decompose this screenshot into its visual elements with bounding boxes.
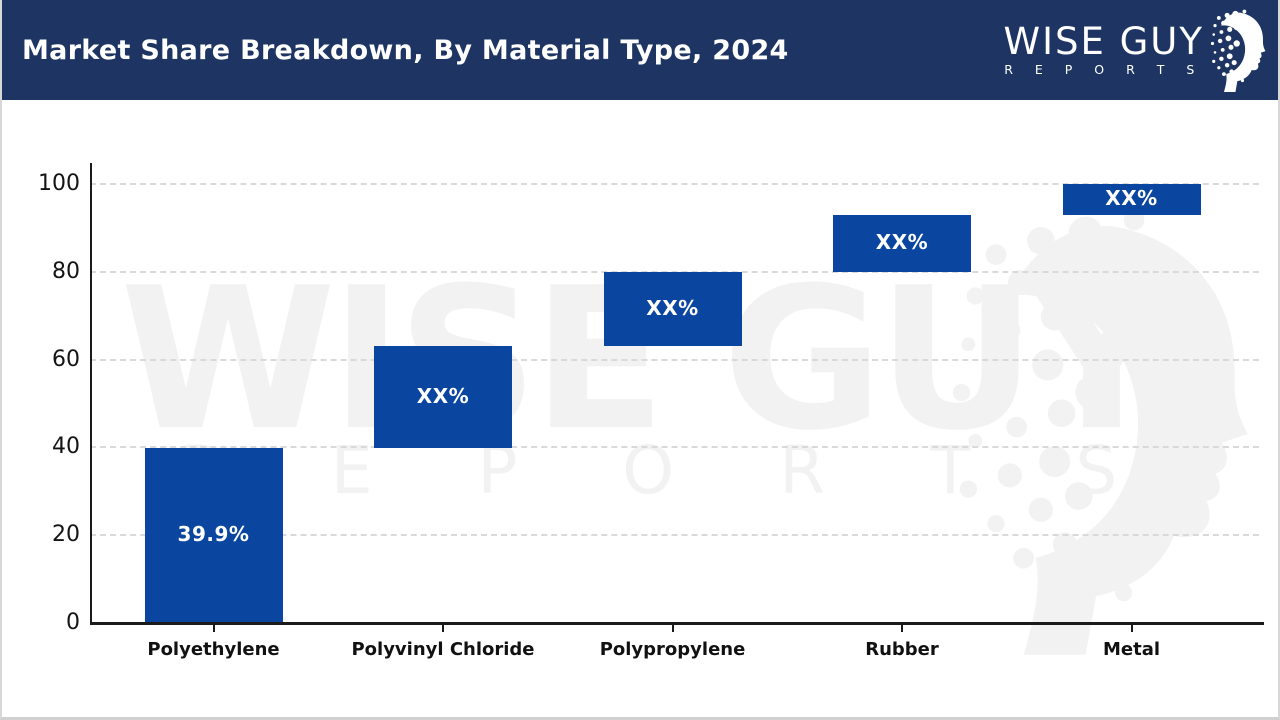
- x-tick-polyethylene: [212, 625, 215, 632]
- x-axis-spine: [90, 622, 1264, 625]
- y-tick-label-60: 60: [52, 346, 80, 372]
- gridline-100: [90, 183, 1259, 185]
- y-axis-spine: [90, 163, 92, 625]
- gridline-60: [90, 358, 1259, 361]
- x-tick-polyvinyl-chloride: [442, 625, 444, 632]
- x-tick-metal: [1130, 625, 1133, 632]
- bar-rubber: [833, 214, 971, 272]
- y-tick-label-0: 0: [66, 610, 80, 635]
- header-bar: Market Share Breakdown, By Material Type…: [2, 0, 1278, 100]
- bar-value-label-polypropylene: XX%: [646, 296, 699, 321]
- x-category-label-rubber: Rubber: [865, 639, 939, 660]
- logo-subtext: R E P O R T S: [1004, 62, 1204, 78]
- bar-polypropylene: [603, 271, 742, 347]
- gridline-40: [90, 446, 1259, 449]
- y-tick-label-40: 40: [52, 434, 80, 460]
- y-tick-label-20: 20: [52, 522, 80, 548]
- x-category-label-metal: Metal: [1102, 639, 1161, 660]
- bar-value-label-polyvinyl-chloride: XX%: [416, 384, 470, 409]
- bar-polyethylene: [144, 447, 283, 623]
- x-tick-polypropylene: [671, 625, 674, 632]
- brand-logo: WISE GUY R E P O R T S: [1004, 8, 1270, 92]
- y-tick-label-80: 80: [52, 258, 80, 284]
- y-tick-label-100: 100: [38, 171, 80, 196]
- x-tick-rubber: [901, 625, 903, 632]
- gridline-20: [90, 534, 1259, 537]
- bar-value-label-metal: XX%: [1105, 186, 1158, 211]
- bar-value-label-rubber: XX%: [875, 230, 929, 255]
- x-category-label-polypropylene: Polypropylene: [599, 639, 746, 660]
- logo-text: WISE GUY R E P O R T S: [1003, 19, 1204, 78]
- x-category-label-polyethylene: Polyethylene: [147, 639, 280, 660]
- bar-metal: [1062, 184, 1201, 215]
- logo-wordmark: WISE GUY: [1003, 19, 1204, 63]
- bar-value-label-polyethylene: 39.9%: [177, 522, 250, 547]
- page-title: Market Share Breakdown, By Material Type…: [22, 34, 789, 66]
- bar-polyvinyl-chloride: [374, 346, 512, 448]
- x-category-label-polyvinyl-chloride: Polyvinyl Chloride: [351, 639, 535, 660]
